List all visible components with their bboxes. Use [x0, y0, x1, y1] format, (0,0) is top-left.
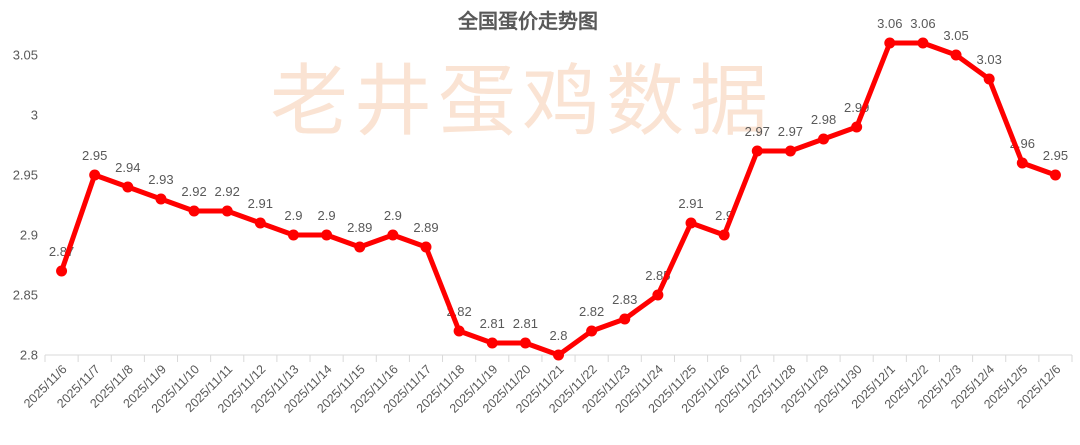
data-point-marker [652, 289, 664, 301]
data-label: 2.98 [811, 112, 836, 127]
data-label: 2.82 [579, 304, 604, 319]
data-label: 2.9 [318, 208, 336, 223]
y-axis-tick-label: 3 [31, 108, 38, 123]
data-label: 2.97 [778, 124, 803, 139]
data-point-marker [917, 37, 929, 49]
y-axis-tick-label: 2.85 [13, 288, 38, 303]
data-point-marker [221, 205, 233, 217]
chart-watermark: 老井蛋鸡数据 [270, 58, 774, 145]
data-label: 2.81 [480, 316, 505, 331]
data-label: 2.97 [745, 124, 770, 139]
data-label: 2.81 [513, 316, 538, 331]
y-axis-tick-label: 2.8 [20, 348, 38, 363]
y-axis-tick-label: 2.95 [13, 168, 38, 183]
data-point-marker [321, 229, 333, 241]
data-point-marker [685, 217, 697, 229]
data-label: 2.8 [549, 328, 567, 343]
data-label: 2.92 [215, 184, 240, 199]
data-point-marker [553, 349, 564, 361]
data-label: 2.92 [181, 184, 206, 199]
data-point-marker [983, 73, 995, 85]
data-point-marker [1049, 169, 1061, 181]
data-label: 2.9 [384, 208, 402, 223]
data-label: 2.89 [413, 220, 438, 235]
data-point-marker [950, 49, 962, 61]
data-point-marker [89, 169, 101, 181]
data-label: 2.9 [284, 208, 302, 223]
data-label: 2.94 [115, 160, 140, 175]
data-point-marker [387, 229, 399, 241]
data-label: 2.95 [1043, 148, 1068, 163]
data-label: 2.83 [612, 292, 637, 307]
data-label: 3.06 [910, 16, 935, 31]
data-label: 2.93 [148, 172, 173, 187]
data-point-marker [354, 241, 366, 253]
data-point-marker [56, 265, 68, 277]
data-label: 2.91 [678, 196, 703, 211]
data-point-marker [619, 313, 631, 325]
y-axis-tick-label: 2.9 [20, 228, 38, 243]
data-point-marker [188, 205, 200, 217]
data-label: 2.95 [82, 148, 107, 163]
data-point-marker [751, 145, 763, 157]
data-label: 3.03 [977, 52, 1002, 67]
data-point-marker [818, 133, 830, 145]
data-point-marker [453, 325, 465, 337]
data-point-marker [1016, 157, 1028, 169]
data-point-marker [420, 241, 432, 253]
data-point-marker [122, 181, 134, 193]
chart-title: 全国蛋价走势图 [457, 9, 598, 33]
data-point-marker [784, 145, 796, 157]
y-axis-tick-label: 3.05 [13, 48, 38, 63]
data-point-marker [287, 229, 299, 241]
data-label: 3.05 [943, 28, 968, 43]
data-point-marker [586, 325, 598, 337]
data-point-marker [718, 229, 730, 241]
data-point-marker [486, 337, 498, 349]
data-point-marker [884, 37, 896, 49]
data-point-marker [155, 193, 167, 205]
data-label: 2.91 [248, 196, 273, 211]
data-point-marker [254, 217, 266, 229]
data-label: 2.89 [347, 220, 372, 235]
data-point-marker [851, 121, 863, 133]
data-point-marker [519, 337, 531, 349]
data-label: 3.06 [877, 16, 902, 31]
